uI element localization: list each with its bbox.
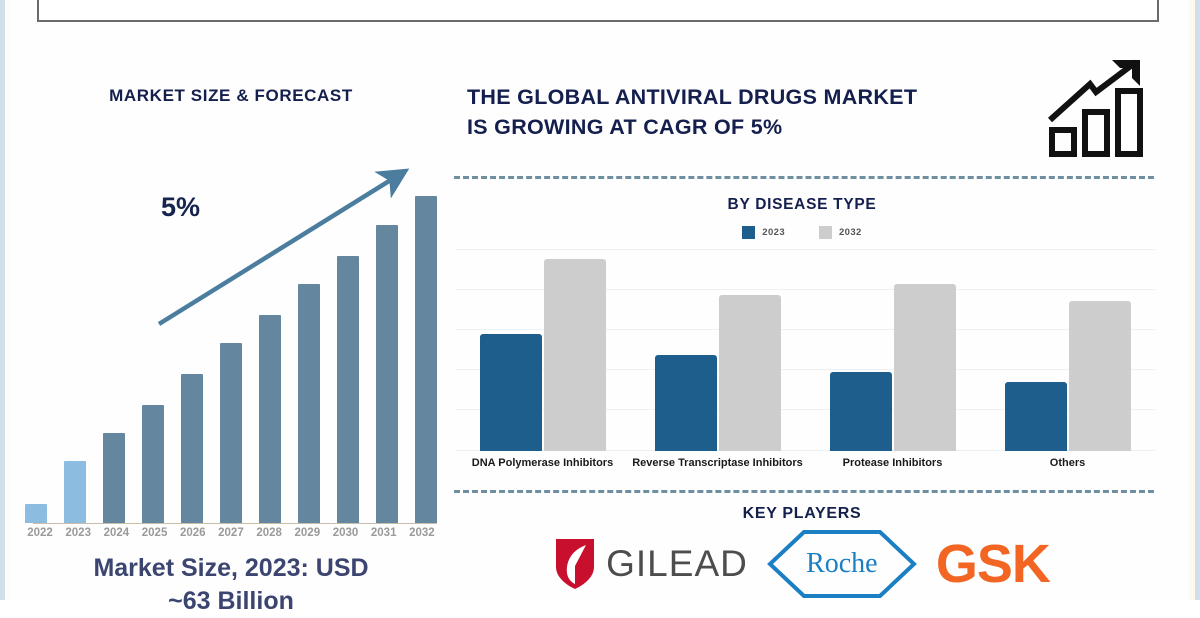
market-size-bar — [415, 196, 437, 523]
disease-type-group — [805, 283, 980, 451]
market-size-year-label: 2026 — [179, 527, 206, 539]
market-size-bar — [142, 404, 164, 523]
disease-type-bar — [654, 354, 717, 451]
disease-type-group — [455, 258, 630, 451]
disease-type-bar — [1068, 300, 1131, 451]
market-size-year-label: 2028 — [256, 527, 282, 539]
market-size-footer: Market Size, 2023: USD ~63 Billion — [11, 552, 451, 618]
title-box — [37, 0, 1159, 22]
right-panel: THE GLOBAL ANTIVIRAL DRUGS MARKET IS GRO… — [452, 0, 1200, 600]
legend-item[interactable]: 2032 — [819, 226, 862, 239]
market-size-bar — [337, 255, 359, 523]
market-size-year-label: 2027 — [218, 527, 244, 539]
gridline — [455, 329, 1155, 330]
hero-line-2: IS GROWING AT CAGR OF 5% — [467, 115, 783, 139]
gridline — [455, 450, 1155, 451]
market-size-heading: MARKET SIZE & FORECAST — [109, 86, 353, 105]
market-size-bar-chart — [25, 164, 437, 524]
disease-type-bar-chart — [455, 249, 1155, 451]
right-edge-stripe-inner — [1189, 0, 1195, 600]
market-size-bar — [64, 461, 86, 523]
left-edge-stripe — [0, 0, 5, 600]
gilead-wordmark: GILEAD — [606, 543, 748, 584]
legend-swatch — [819, 226, 832, 239]
gridline — [455, 289, 1155, 290]
disease-type-bar — [479, 333, 542, 451]
disease-type-category-label: DNA Polymerase Inhibitors — [471, 457, 614, 469]
roche-logo[interactable]: Roche — [766, 528, 918, 600]
disease-type-category-label: Protease Inhibitors — [842, 457, 943, 469]
market-size-bar — [376, 224, 398, 523]
roche-wordmark: Roche — [806, 548, 878, 579]
left-edge-stripe-inner — [5, 0, 11, 600]
key-players-logos: GILEAD Roche GSK — [452, 528, 1152, 600]
gilead-shield-icon — [556, 539, 595, 589]
key-players-title: KEY PLAYERS — [742, 505, 862, 522]
gridline — [455, 249, 1155, 250]
disease-type-bar — [893, 283, 956, 451]
bar-chart-growth-icon — [1047, 59, 1143, 157]
market-size-axis-line — [33, 523, 437, 524]
disease-type-group — [980, 300, 1155, 451]
disease-type-bar — [718, 295, 781, 451]
market-size-bar — [103, 433, 125, 523]
gridline — [455, 409, 1155, 410]
right-edge-stripe — [1195, 0, 1200, 600]
gsk-wordmark: GSK — [935, 534, 1051, 594]
market-size-bar — [259, 314, 281, 523]
market-size-year-label: 2032 — [409, 527, 435, 539]
disease-type-bar — [1004, 381, 1067, 451]
divider-top — [454, 176, 1154, 179]
market-size-year-label: 2023 — [65, 527, 91, 539]
market-size-bar — [181, 373, 203, 523]
legend-label: 2032 — [839, 227, 862, 238]
divider-bottom — [454, 490, 1154, 493]
legend-swatch — [742, 226, 756, 239]
market-size-year-label: 2025 — [141, 527, 168, 539]
market-size-year-label: 2030 — [332, 527, 359, 539]
market-size-year-label: 2029 — [294, 527, 321, 539]
disease-type-group — [630, 295, 805, 451]
hero-line-1: THE GLOBAL ANTIVIRAL DRUGS MARKET — [467, 85, 918, 109]
disease-type-category-label: Reverse Transcriptase Inhibitors — [632, 457, 803, 469]
disease-type-category-label: Others — [1049, 457, 1086, 469]
disease-type-title: BY DISEASE TYPE — [727, 196, 877, 213]
market-size-bar — [298, 283, 320, 523]
hero-statement: THE GLOBAL ANTIVIRAL DRUGS MARKET IS GRO… — [467, 82, 1037, 142]
legend-label: 2023 — [762, 227, 785, 238]
gsk-logo[interactable]: GSK — [935, 533, 1051, 595]
market-size-footer-line2: ~63 Billion — [168, 587, 294, 615]
gridline — [455, 369, 1155, 370]
market-size-year-label: 2024 — [103, 527, 130, 539]
roche-hexagon-icon — [766, 530, 917, 598]
disease-type-bar — [829, 372, 892, 451]
market-size-bars — [25, 168, 437, 523]
market-size-bar — [25, 504, 47, 523]
disease-type-bar-groups — [455, 249, 1155, 451]
market-size-year-label: 2022 — [27, 527, 53, 539]
gilead-logo[interactable]: GILEAD — [554, 537, 748, 591]
market-size-year-labels: 2022 2023 2024 2025 2026 2027 2028 2029 2030 2031… — [25, 527, 437, 545]
legend-item[interactable]: 2023 — [742, 226, 785, 239]
disease-type-bar — [543, 258, 606, 451]
market-size-bar — [220, 343, 242, 523]
market-size-year-label: 2031 — [370, 527, 397, 539]
market-size-footer-line1: Market Size, 2023: USD — [93, 554, 369, 582]
disease-type-category-labels: DNA Polymerase Inhibitors Reverse Transcr… — [455, 456, 1155, 470]
disease-chart-legend: 2023 2032 — [452, 226, 1152, 239]
market-size-panel: MARKET SIZE & FORECAST 5% 2022 2023 2024 20… — [11, 24, 451, 615]
